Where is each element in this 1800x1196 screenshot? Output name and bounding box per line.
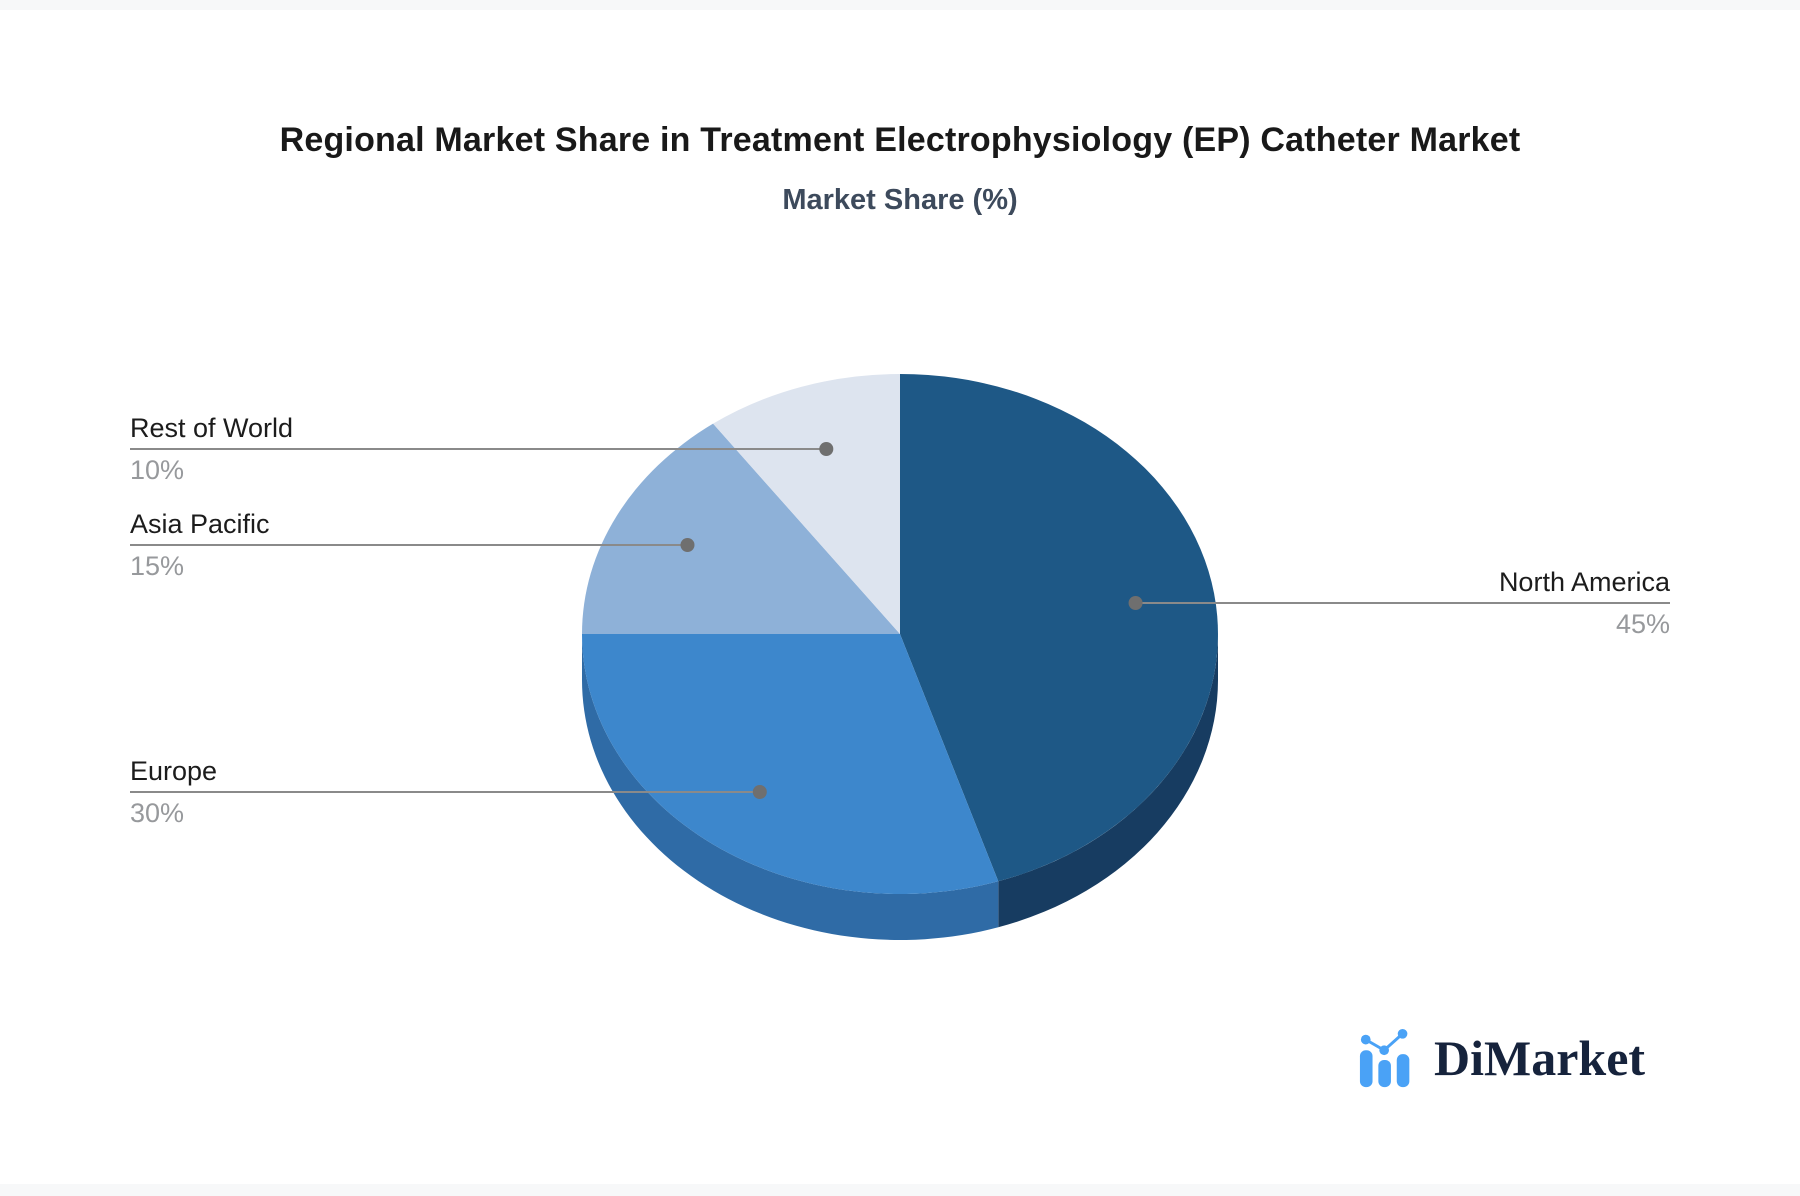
slice-label-percent: 10% — [130, 455, 185, 485]
slice-label-name: North America — [1498, 567, 1670, 597]
logo-wordmark: DiMarket — [1434, 1030, 1646, 1086]
slice-label-europe: Europe 30% — [130, 756, 550, 828]
bar-chart-trend-icon — [1359, 1028, 1410, 1088]
slice-label-north-america: North America 45% — [1250, 567, 1670, 639]
slice-label-percent: 15% — [130, 551, 185, 581]
top-edge-strip — [0, 0, 1800, 10]
pie-slice-asia-pacific — [582, 423, 900, 634]
pie-slice-europe — [582, 634, 999, 894]
leader-dot-rest-of-world — [819, 442, 834, 456]
pie-slice-rest-of-world — [713, 374, 900, 634]
slice-label-rest-of-world: Rest of World 10% — [130, 413, 550, 485]
chart-subtitle: Market Share (%) — [782, 184, 1018, 216]
chart-title: Regional Market Share in Treatment Elect… — [279, 121, 1521, 159]
slice-label-asia-pacific: Asia Pacific 15% — [130, 509, 550, 581]
slice-label-percent: 45% — [1615, 609, 1670, 639]
pie-slice-north-america — [900, 374, 1218, 882]
bottom-edge-strip — [0, 1184, 1800, 1196]
slice-label-percent: 30% — [130, 798, 185, 828]
slice-label-name: Europe — [130, 756, 218, 786]
slice-label-name: Rest of World — [130, 413, 294, 443]
leader-dot-north-america — [1128, 596, 1143, 610]
pie-slice-side-europe — [582, 634, 999, 940]
slice-label-name: Asia Pacific — [130, 509, 270, 539]
leader-dot-europe — [752, 785, 767, 799]
pie-slice-side-north-america — [998, 634, 1218, 928]
dimarket-logo: DiMarket — [1358, 1022, 1645, 1094]
leader-dot-asia-pacific — [680, 538, 695, 552]
